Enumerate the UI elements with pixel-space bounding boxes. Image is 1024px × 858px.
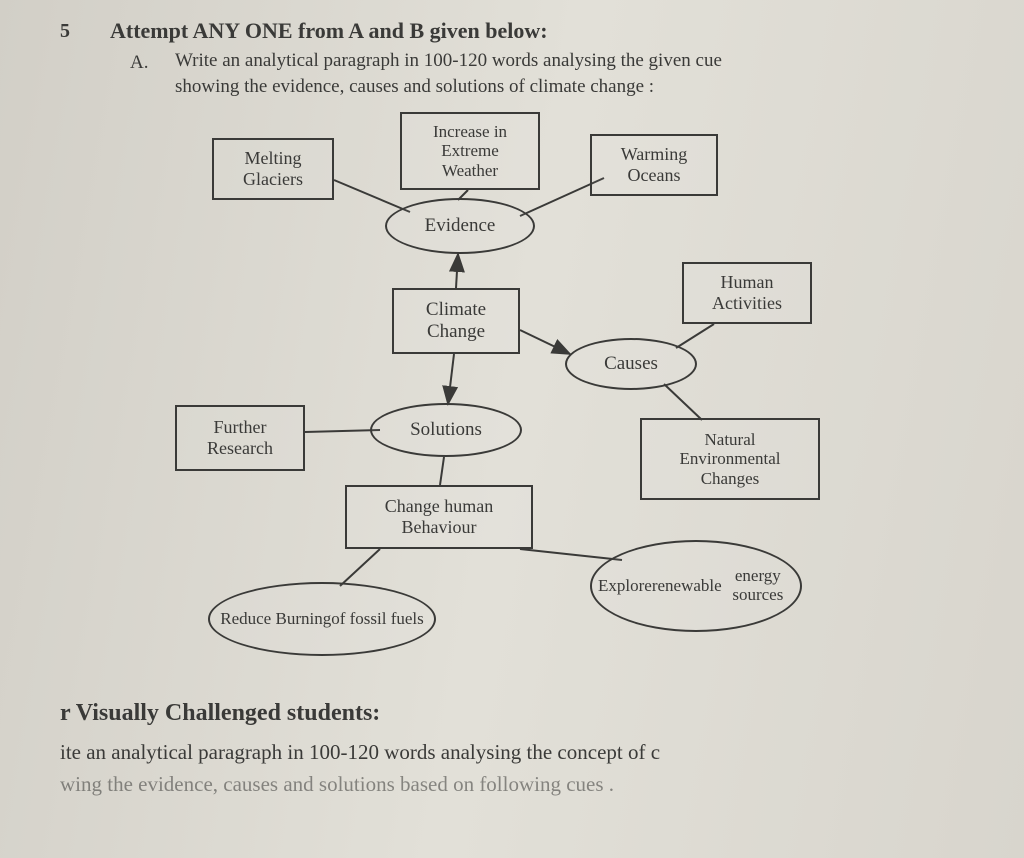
question-number: 5 xyxy=(60,20,70,43)
edge-change-reduce xyxy=(340,549,380,586)
edge-evidence-melting xyxy=(334,180,410,212)
node-label: Human xyxy=(721,272,774,293)
node-melting: MeltingGlaciers xyxy=(212,138,334,200)
subpart-line-2: showing the evidence, causes and solutio… xyxy=(175,76,654,98)
edge-solutions-change xyxy=(440,457,444,485)
node-change: Change humanBehaviour xyxy=(345,485,533,549)
edge-climate-evidence xyxy=(456,254,458,288)
node-label: renewable xyxy=(652,577,722,596)
edge-climate-causes xyxy=(520,330,570,354)
node-label: Change human xyxy=(385,496,493,517)
footer-line-1: ite an analytical paragraph in 100-120 w… xyxy=(60,740,660,765)
footer-heading: r Visually Challenged students: xyxy=(60,700,380,727)
node-label: Extreme xyxy=(441,141,499,161)
node-label: Research xyxy=(207,438,273,459)
node-label: Environmental xyxy=(679,449,780,469)
edge-change-explore xyxy=(520,549,622,560)
node-label: energy sources xyxy=(722,567,794,604)
node-evidence: Evidence xyxy=(385,198,535,254)
node-label: Glaciers xyxy=(243,169,303,190)
node-label: Evidence xyxy=(425,216,496,237)
edge-solutions-further xyxy=(305,430,380,432)
question-main: Attempt ANY ONE from A and B given below… xyxy=(110,18,548,44)
node-label: Melting xyxy=(245,148,302,169)
node-label: Explore xyxy=(598,577,652,596)
node-causes: Causes xyxy=(565,338,697,390)
subpart-line-1: Write an analytical paragraph in 100-120… xyxy=(175,50,722,72)
footer-line-2: wing the evidence, causes and solutions … xyxy=(60,772,614,797)
node-label: Warming xyxy=(621,144,688,165)
subpart-label: A. xyxy=(130,52,148,74)
node-label: Activities xyxy=(712,293,782,314)
node-solutions: Solutions xyxy=(370,403,522,457)
node-label: Oceans xyxy=(628,165,681,186)
node-climate: ClimateChange xyxy=(392,288,520,354)
node-label: Solutions xyxy=(410,420,482,441)
node-further: FurtherResearch xyxy=(175,405,305,471)
node-explore: Explorerenewableenergy sources xyxy=(590,540,802,632)
node-natural: NaturalEnvironmentalChanges xyxy=(640,418,820,500)
node-warming: WarmingOceans xyxy=(590,134,718,196)
node-label: Further xyxy=(214,417,267,438)
node-label: of fossil fuels xyxy=(331,610,424,629)
node-label: Causes xyxy=(604,354,658,375)
node-label: Weather xyxy=(442,161,498,181)
edge-causes-human xyxy=(676,324,714,348)
node-reduce: Reduce Burningof fossil fuels xyxy=(208,582,436,656)
node-label: Climate xyxy=(426,299,486,321)
node-label: Increase in xyxy=(433,122,507,142)
node-label: Behaviour xyxy=(402,517,477,538)
edge-causes-natural xyxy=(664,384,702,420)
node-human: HumanActivities xyxy=(682,262,812,324)
node-label: Change xyxy=(427,321,485,343)
node-label: Changes xyxy=(701,469,760,489)
node-increase: Increase inExtremeWeather xyxy=(400,112,540,190)
node-label: Reduce Burning xyxy=(220,610,331,629)
edge-climate-solutions xyxy=(448,354,454,404)
node-label: Natural xyxy=(705,430,756,450)
